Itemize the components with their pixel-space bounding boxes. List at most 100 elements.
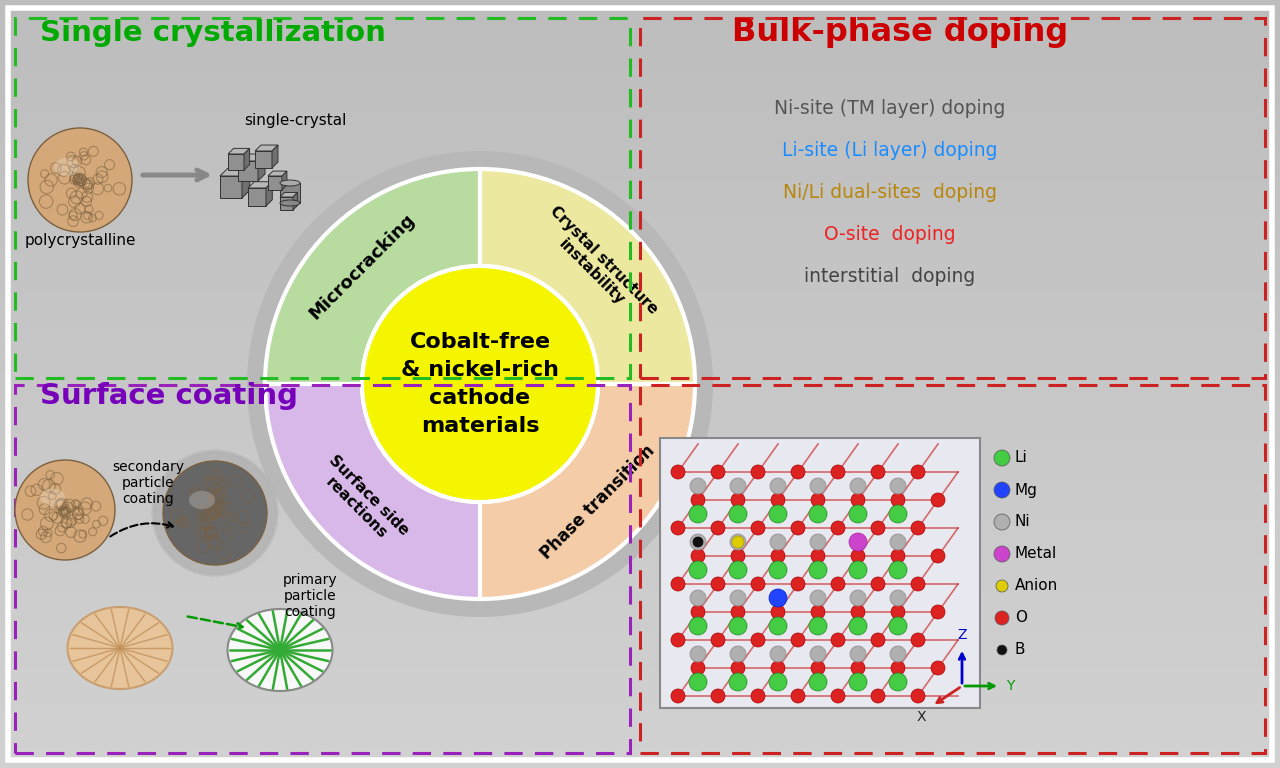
Bar: [0, 637, 1280, 641]
Bar: [0, 276, 1280, 280]
Bar: [0, 253, 1280, 257]
Polygon shape: [273, 145, 278, 168]
Circle shape: [849, 561, 867, 579]
Bar: [0, 154, 1280, 157]
Bar: [0, 580, 1280, 584]
Bar: [0, 230, 1280, 234]
Bar: [0, 35, 1280, 38]
Bar: [0, 334, 1280, 338]
Ellipse shape: [189, 491, 215, 509]
Bar: [0, 119, 1280, 123]
Bar: [0, 269, 1280, 273]
Text: Surface coating: Surface coating: [40, 382, 298, 410]
Circle shape: [851, 493, 865, 507]
Circle shape: [870, 689, 884, 703]
Bar: [0, 649, 1280, 653]
Circle shape: [691, 549, 705, 563]
Bar: [0, 653, 1280, 657]
Bar: [0, 326, 1280, 330]
Wedge shape: [265, 169, 480, 384]
Circle shape: [730, 590, 746, 606]
Circle shape: [691, 605, 705, 619]
Bar: [0, 472, 1280, 476]
Bar: [0, 180, 1280, 184]
Bar: [0, 530, 1280, 534]
Circle shape: [671, 633, 685, 647]
Text: primary
particle
coating: primary particle coating: [283, 573, 338, 619]
Ellipse shape: [280, 200, 300, 206]
Bar: [0, 92, 1280, 96]
Bar: [0, 19, 1280, 23]
Bar: [0, 426, 1280, 430]
Bar: [0, 146, 1280, 150]
Bar: [0, 73, 1280, 77]
Bar: [0, 480, 1280, 484]
Circle shape: [812, 493, 826, 507]
Ellipse shape: [228, 609, 333, 691]
Circle shape: [15, 460, 115, 560]
Circle shape: [890, 646, 906, 662]
Circle shape: [671, 577, 685, 591]
Circle shape: [870, 465, 884, 479]
Bar: [0, 392, 1280, 396]
Bar: [0, 515, 1280, 518]
Circle shape: [850, 646, 867, 662]
Circle shape: [690, 478, 707, 494]
Circle shape: [791, 577, 805, 591]
Circle shape: [891, 493, 905, 507]
Bar: [0, 695, 1280, 699]
Bar: [0, 699, 1280, 703]
Text: Ni/Li dual-sites  doping: Ni/Li dual-sites doping: [783, 183, 997, 201]
Circle shape: [831, 577, 845, 591]
Bar: [0, 660, 1280, 664]
Bar: [0, 380, 1280, 384]
Bar: [0, 42, 1280, 46]
Bar: [0, 104, 1280, 108]
Bar: [0, 396, 1280, 399]
Bar: [0, 522, 1280, 526]
Bar: [0, 361, 1280, 365]
Circle shape: [751, 521, 765, 535]
Bar: [0, 764, 1280, 768]
Circle shape: [995, 546, 1010, 562]
Circle shape: [831, 633, 845, 647]
Bar: [0, 138, 1280, 142]
Circle shape: [791, 521, 805, 535]
Circle shape: [831, 465, 845, 479]
Text: B: B: [1015, 643, 1025, 657]
Text: Z: Z: [957, 628, 966, 642]
Bar: [0, 492, 1280, 495]
Bar: [0, 300, 1280, 303]
Polygon shape: [238, 161, 259, 181]
Circle shape: [692, 537, 703, 547]
Bar: [0, 157, 1280, 161]
Bar: [0, 403, 1280, 407]
Bar: [0, 607, 1280, 611]
Bar: [0, 595, 1280, 599]
Polygon shape: [220, 176, 242, 198]
Polygon shape: [280, 197, 293, 210]
Bar: [0, 50, 1280, 54]
Circle shape: [689, 561, 707, 579]
Bar: [0, 303, 1280, 307]
Ellipse shape: [280, 180, 300, 186]
Bar: [0, 457, 1280, 461]
Bar: [0, 710, 1280, 714]
Circle shape: [731, 661, 745, 675]
Bar: [0, 173, 1280, 177]
Bar: [0, 680, 1280, 684]
Bar: [0, 238, 1280, 242]
Bar: [0, 618, 1280, 622]
Bar: [0, 703, 1280, 707]
Polygon shape: [259, 154, 265, 181]
Bar: [0, 572, 1280, 576]
Text: Li: Li: [1015, 451, 1028, 465]
Circle shape: [809, 561, 827, 579]
Circle shape: [730, 478, 746, 494]
Text: secondary
particle
coating: secondary particle coating: [113, 460, 184, 506]
Circle shape: [28, 128, 132, 232]
Bar: [0, 31, 1280, 35]
Bar: [0, 718, 1280, 722]
Bar: [0, 645, 1280, 649]
Bar: [0, 207, 1280, 211]
